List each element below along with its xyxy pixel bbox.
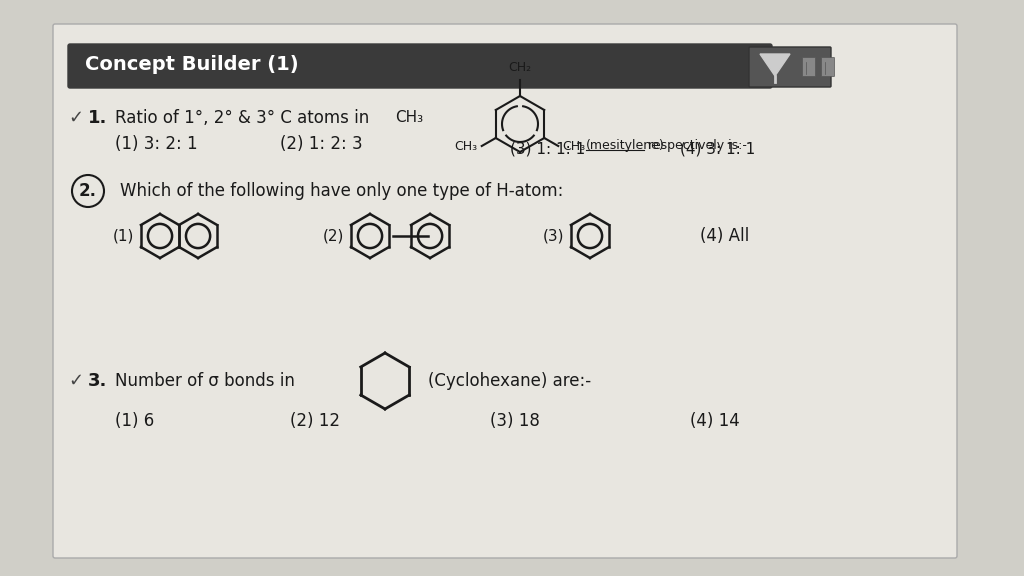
Text: CH₂: CH₂ xyxy=(509,61,531,74)
Text: Ratio of 1°, 2° & 3° C atoms in: Ratio of 1°, 2° & 3° C atoms in xyxy=(115,109,370,127)
Text: (3) 18: (3) 18 xyxy=(490,412,540,430)
Text: 1.: 1. xyxy=(88,109,108,127)
Text: (3) 1: 1: 1: (3) 1: 1: 1 xyxy=(510,142,586,157)
FancyBboxPatch shape xyxy=(53,24,957,558)
Text: (1): (1) xyxy=(113,229,134,244)
FancyBboxPatch shape xyxy=(803,58,815,77)
FancyBboxPatch shape xyxy=(68,44,772,88)
Text: (2) 1: 2: 3: (2) 1: 2: 3 xyxy=(280,135,362,153)
Text: ✓: ✓ xyxy=(68,372,83,390)
Text: (2): (2) xyxy=(323,229,344,244)
Text: (1) 6: (1) 6 xyxy=(115,412,155,430)
Text: CH₃: CH₃ xyxy=(395,111,423,126)
Text: CH₃: CH₃ xyxy=(562,139,586,153)
Text: 2.: 2. xyxy=(79,182,97,200)
Text: (3): (3) xyxy=(543,229,564,244)
Polygon shape xyxy=(760,54,790,76)
Text: CH₃: CH₃ xyxy=(455,139,478,153)
Text: (1) 3: 2: 1: (1) 3: 2: 1 xyxy=(115,135,198,153)
Text: (Cyclohexane) are:-: (Cyclohexane) are:- xyxy=(428,372,591,390)
FancyBboxPatch shape xyxy=(821,58,835,77)
Text: Number of σ bonds in: Number of σ bonds in xyxy=(115,372,295,390)
Text: ✓: ✓ xyxy=(68,109,83,127)
Text: (2) 12: (2) 12 xyxy=(290,412,340,430)
Text: respectively is:-: respectively is:- xyxy=(648,139,748,153)
Text: (4) 14: (4) 14 xyxy=(690,412,739,430)
Text: 3.: 3. xyxy=(88,372,108,390)
FancyBboxPatch shape xyxy=(749,47,831,87)
Text: (4) 3: 1: 1: (4) 3: 1: 1 xyxy=(680,142,756,157)
Text: (mesitylene): (mesitylene) xyxy=(587,139,665,153)
Text: Which of the following have only one type of H-atom:: Which of the following have only one typ… xyxy=(120,182,563,200)
Text: Concept Builder (1): Concept Builder (1) xyxy=(85,55,299,74)
Text: (4) All: (4) All xyxy=(700,227,750,245)
